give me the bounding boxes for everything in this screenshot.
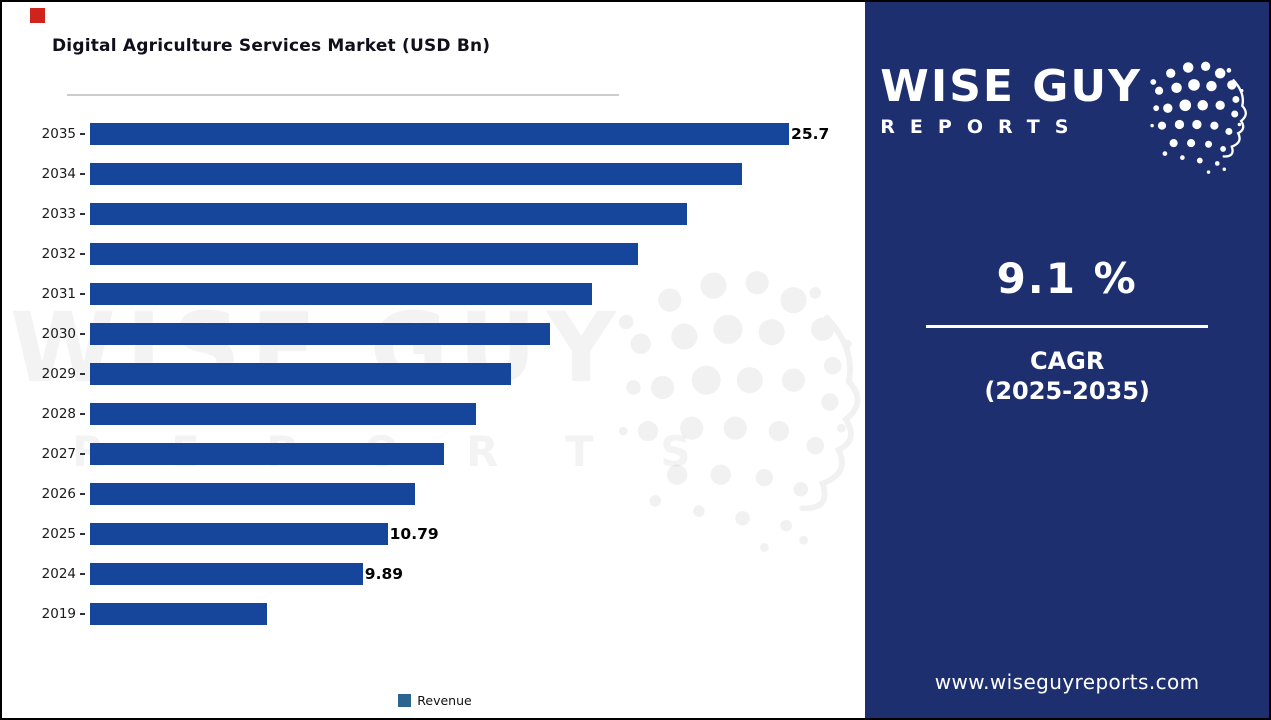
y-tick: [80, 453, 85, 455]
website-url: www.wiseguyreports.com: [934, 670, 1200, 694]
bar-track: [90, 283, 829, 305]
y-tick-label: 2030: [41, 326, 76, 342]
bar-row: 2025 10.79: [22, 514, 829, 554]
bar-row: 2035 25.7: [22, 114, 829, 154]
bar: [90, 603, 267, 625]
bar-track: [90, 443, 829, 465]
bar-track: 10.79: [90, 523, 829, 545]
y-tick: [80, 373, 85, 375]
bar: [90, 363, 512, 385]
bar-value-label: 10.79: [389, 525, 439, 543]
bar-row: 2034: [22, 154, 829, 194]
bar: [90, 203, 688, 225]
y-tick: [80, 573, 85, 575]
logo-line1: WISE GUY: [880, 61, 1142, 112]
bar-track: [90, 163, 829, 185]
bar-row: 2031: [22, 274, 829, 314]
bar-value-label: 25.7: [791, 125, 830, 143]
y-tick: [80, 533, 85, 535]
cagr-label-line1: CAGR: [1029, 347, 1105, 375]
bar: [90, 563, 363, 585]
cagr-value: 9.1 %: [996, 254, 1138, 303]
bar-track: [90, 243, 829, 265]
legend-label: Revenue: [417, 693, 472, 708]
bar: [90, 483, 415, 505]
bar-row: 2030: [22, 314, 829, 354]
bar: [90, 283, 592, 305]
bar: [90, 523, 388, 545]
bar: [90, 123, 790, 145]
bar-track: 9.89: [90, 563, 829, 585]
bar: [90, 323, 550, 345]
bar-track: [90, 323, 829, 345]
wiseguy-logo: WISE GUY REPORTS: [865, 50, 1269, 178]
chart-legend: Revenue: [2, 693, 868, 708]
y-tick: [80, 413, 85, 415]
bar-track: [90, 483, 829, 505]
cagr-block: 9.1 % CAGR (2025-2035): [865, 254, 1269, 406]
bar-track: 25.7: [90, 123, 829, 145]
bar-track: [90, 403, 829, 425]
y-tick-label: 2033: [41, 206, 76, 222]
bar-track: [90, 203, 829, 225]
cagr-label-line2: (2025-2035): [984, 377, 1150, 405]
y-tick-label: 2025: [41, 526, 76, 542]
y-tick-label: 2029: [41, 366, 76, 382]
logo-line2: REPORTS: [880, 116, 1084, 139]
cagr-divider: [926, 325, 1209, 328]
bar-row: 2029: [22, 354, 829, 394]
chart-title: Digital Agriculture Services Market (USD…: [52, 36, 491, 56]
bar: [90, 403, 477, 425]
bar-row: 2019: [22, 594, 829, 634]
y-tick-label: 2035: [41, 126, 76, 142]
bar-row: 2027: [22, 434, 829, 474]
bar: [90, 163, 742, 185]
y-tick: [80, 173, 85, 175]
accent-square: [30, 8, 45, 23]
brand-panel: WISE GUY REPORTS 9.1 % CAGR (2025-2035) …: [865, 2, 1269, 718]
bar-row: 2024 9.89: [22, 554, 829, 594]
y-tick: [80, 253, 85, 255]
y-tick-label: 2019: [41, 606, 76, 622]
y-tick: [80, 333, 85, 335]
y-tick-label: 2032: [41, 246, 76, 262]
y-tick-label: 2024: [41, 566, 76, 582]
wiseguy-head-icon: [1149, 60, 1247, 176]
wiseguy-logo-text: WISE GUY REPORTS: [880, 61, 1142, 139]
y-tick: [80, 493, 85, 495]
bar-row: 2033: [22, 194, 829, 234]
y-tick-label: 2028: [41, 406, 76, 422]
chart-area: Digital Agriculture Services Market (USD…: [2, 2, 868, 718]
cagr-label: CAGR (2025-2035): [865, 346, 1269, 406]
y-tick-label: 2031: [41, 286, 76, 302]
bar-row: 2032: [22, 234, 829, 274]
y-tick: [80, 133, 85, 135]
y-tick: [80, 213, 85, 215]
y-tick: [80, 293, 85, 295]
bar-track: [90, 603, 829, 625]
y-tick-label: 2034: [41, 166, 76, 182]
bar: [90, 443, 445, 465]
bar: [90, 243, 638, 265]
y-tick: [80, 613, 85, 615]
y-tick-label: 2027: [41, 446, 76, 462]
legend-swatch: [398, 694, 412, 707]
bar-row: 2026: [22, 474, 829, 514]
bar-track: [90, 363, 829, 385]
title-divider: [67, 94, 619, 96]
y-tick-label: 2026: [41, 486, 76, 502]
bar-row: 2028: [22, 394, 829, 434]
bar-value-label: 9.89: [364, 565, 404, 583]
bar-rows: 2035 25.7 2034 2033 2032 2031 2030 2029 2028 2027…: [22, 114, 829, 634]
